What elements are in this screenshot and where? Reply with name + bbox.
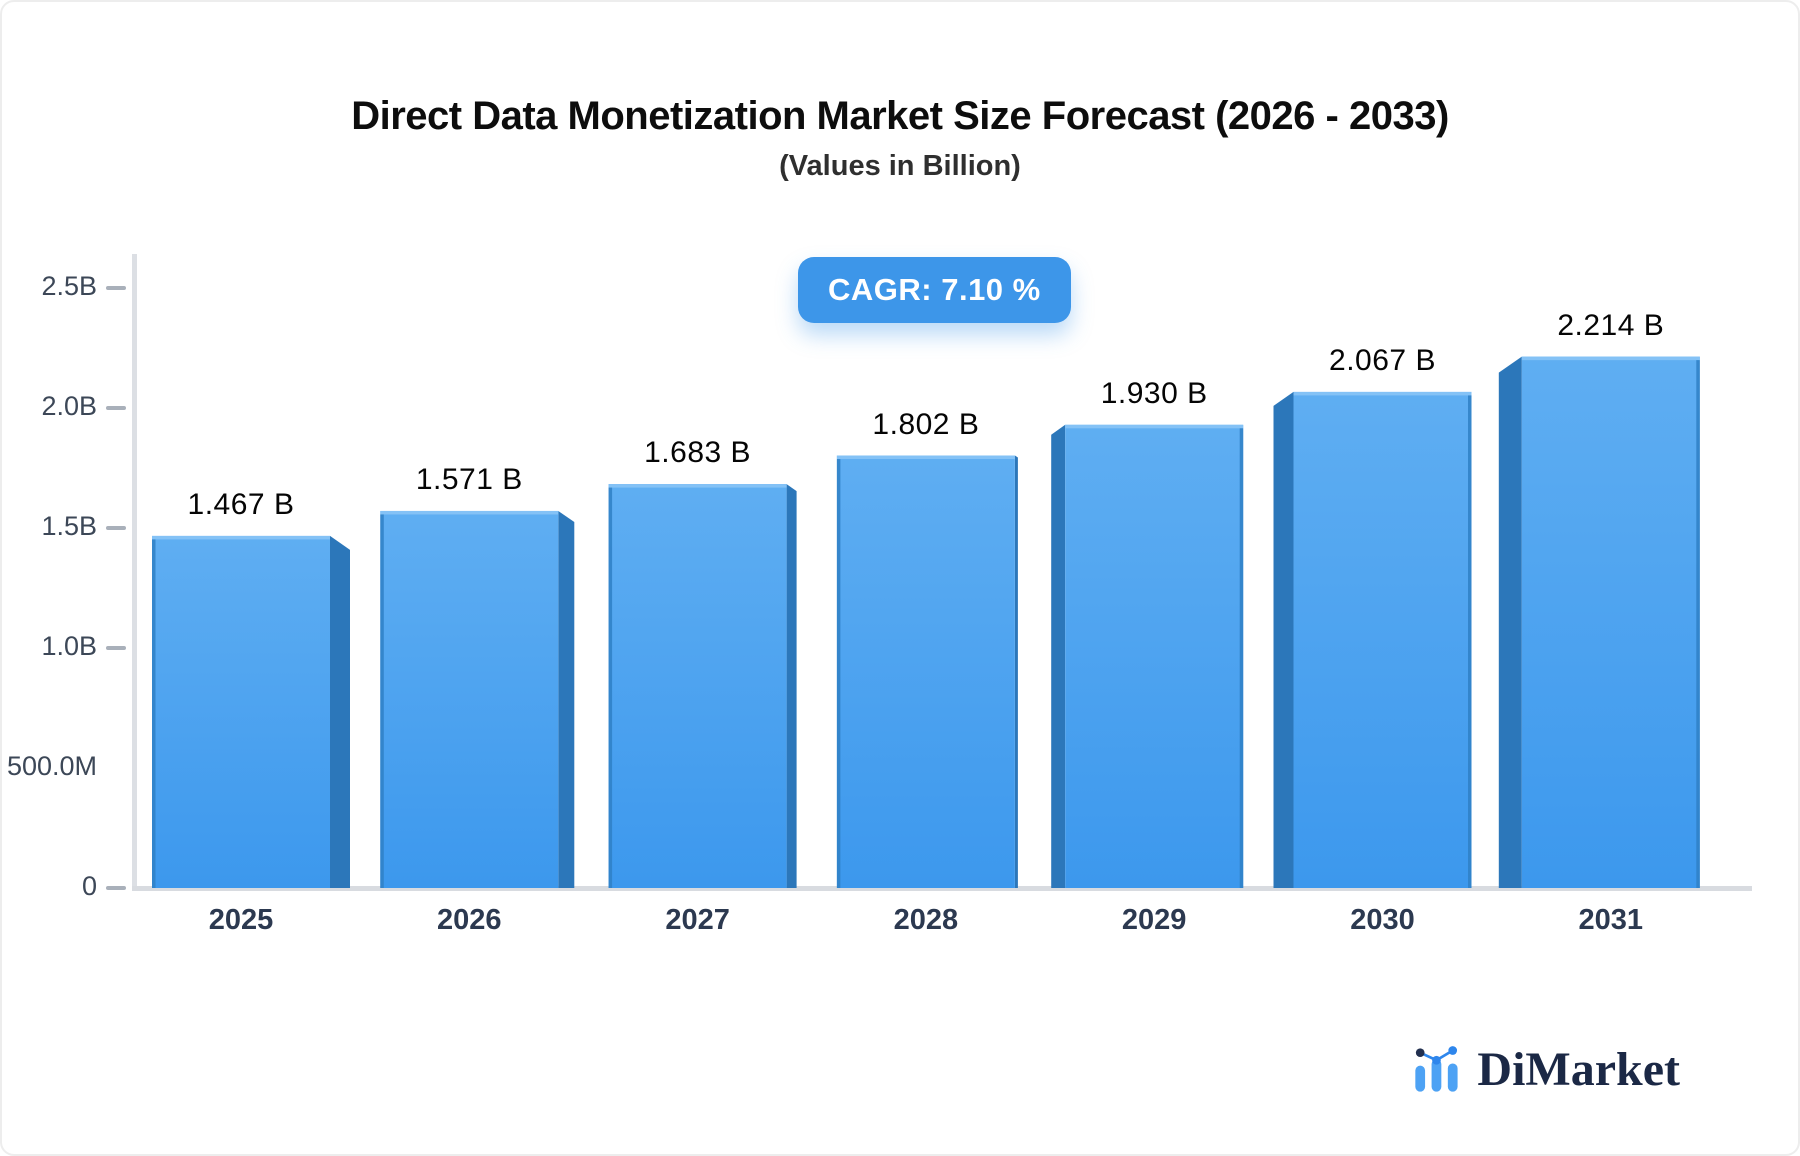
bar-edge-lip bbox=[1239, 428, 1244, 888]
bar-top-highlight bbox=[608, 484, 787, 488]
brand-logo-text: DiMarket bbox=[1477, 1043, 1680, 1096]
bar-face bbox=[152, 535, 330, 888]
bar-edge-lip bbox=[380, 514, 384, 888]
bar-edge-lip bbox=[152, 539, 156, 888]
bar-2025 bbox=[152, 535, 350, 888]
bar-2031 bbox=[1498, 356, 1700, 888]
bar-3d-side bbox=[1051, 424, 1066, 888]
bar-2026 bbox=[380, 510, 575, 888]
bar-2030 bbox=[1273, 391, 1472, 888]
chart-title: Direct Data Monetization Market Size For… bbox=[351, 94, 1449, 138]
bar-top-highlight bbox=[380, 510, 559, 515]
bar-edge-lip bbox=[836, 459, 841, 888]
bar-top-highlight bbox=[1293, 391, 1472, 396]
bar-face bbox=[836, 455, 1015, 888]
bar-3d-side bbox=[1273, 391, 1294, 888]
bar-3d-side bbox=[1498, 356, 1522, 888]
bar-3d-side bbox=[330, 535, 350, 888]
chart-subtitle: (Values in Billion) bbox=[779, 150, 1021, 182]
bar-3d-side bbox=[1014, 455, 1018, 888]
bar-face bbox=[1065, 424, 1244, 888]
y-axis-line bbox=[132, 254, 137, 888]
bar-3d-side bbox=[786, 484, 797, 888]
x-axis-baseline bbox=[132, 886, 1752, 891]
bar-face bbox=[380, 510, 559, 888]
bar-edge-lip bbox=[608, 487, 613, 888]
bar-top-highlight bbox=[152, 535, 330, 540]
bar-face bbox=[1293, 391, 1472, 888]
bar-2028 bbox=[836, 455, 1018, 888]
bar-top-highlight bbox=[836, 455, 1015, 460]
bar-line-chart-icon bbox=[1415, 1046, 1458, 1092]
bar-face bbox=[608, 484, 787, 888]
brand-logo: DiMarket bbox=[1411, 1044, 1680, 1096]
cagr-badge: CAGR: 7.10 % bbox=[798, 257, 1071, 323]
bar-2027 bbox=[608, 484, 797, 888]
bar-top-highlight bbox=[1065, 424, 1244, 429]
bar-2029 bbox=[1051, 424, 1244, 888]
bar-face bbox=[1521, 356, 1700, 888]
bar-edge-lip bbox=[1468, 395, 1472, 888]
bar-edge-lip bbox=[1696, 360, 1700, 888]
bar-3d-side bbox=[558, 510, 575, 888]
cagr-badge-label: CAGR: 7.10 % bbox=[828, 272, 1041, 307]
bar-top-highlight bbox=[1521, 356, 1700, 361]
